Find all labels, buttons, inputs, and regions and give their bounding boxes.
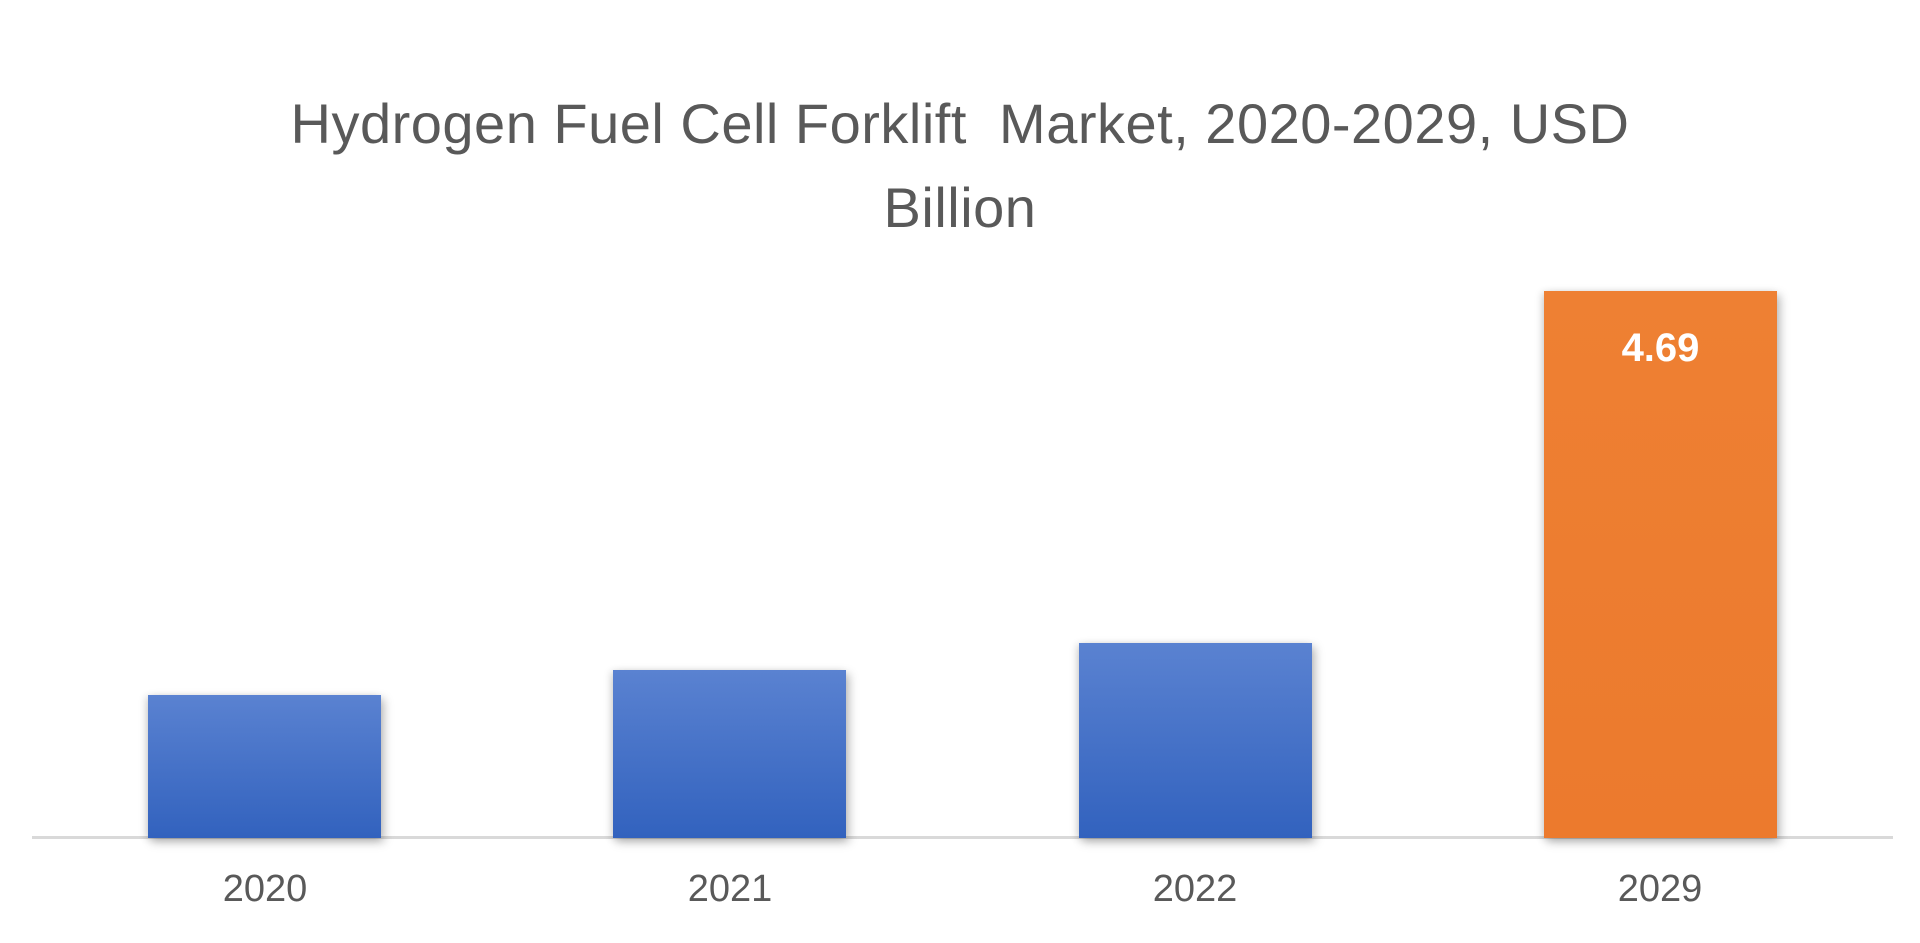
x-tick-2021: 2021 — [687, 868, 773, 910]
bar-2021 — [613, 670, 846, 838]
x-tick-2029: 2029 — [1617, 868, 1703, 910]
x-tick-2022: 2022 — [1152, 868, 1238, 910]
chart-title-line-1: Hydrogen Fuel Cell Forklift Market, 2020… — [290, 92, 1630, 155]
chart-title-line-2: Billion — [883, 176, 1037, 239]
bar-2022 — [1079, 643, 1312, 838]
x-tick-2020: 2020 — [222, 868, 308, 910]
bar-2029: 4.69 — [1544, 291, 1777, 838]
bar-2020 — [148, 695, 381, 838]
chart-title: Hydrogen Fuel Cell Forklift Market, 2020… — [0, 82, 1920, 250]
x-axis-line — [32, 836, 1893, 839]
data-label-2029: 4.69 — [1621, 326, 1700, 370]
